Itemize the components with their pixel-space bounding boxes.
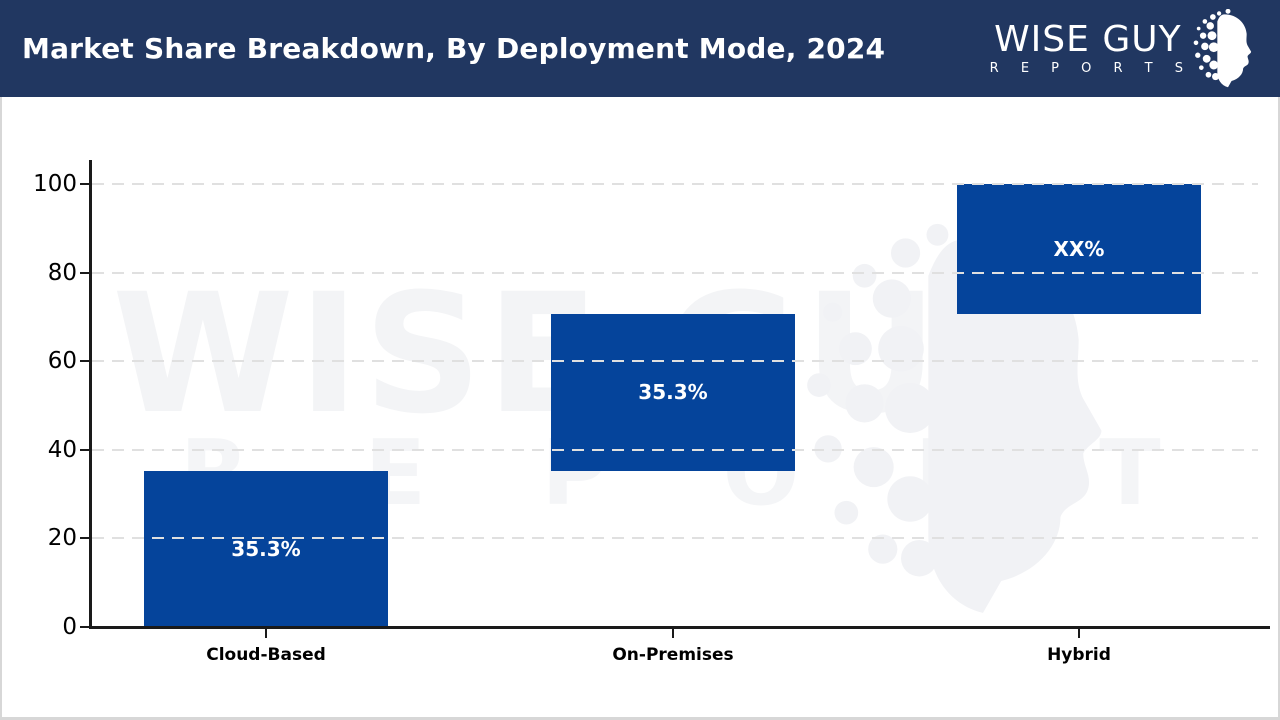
gridline-100 <box>92 183 1258 185</box>
x-tick-3 <box>1078 629 1080 638</box>
y-tick-20 <box>80 537 89 540</box>
y-axis-line <box>89 160 92 629</box>
dotted-face-icon <box>1193 8 1252 87</box>
bar-value-label: XX% <box>1053 237 1105 262</box>
y-tick-40 <box>80 448 89 451</box>
category-label-1: Cloud-Based <box>206 645 326 665</box>
bar-on-premises <box>551 314 795 471</box>
x-axis-line <box>89 626 1270 629</box>
y-tick-label: 20 <box>47 525 77 552</box>
x-tick-2 <box>672 629 674 638</box>
y-tick-label: 0 <box>62 614 77 640</box>
y-tick-100 <box>80 183 89 185</box>
category-label-2: On-Premises <box>612 645 734 665</box>
gridline-80 <box>92 271 1258 274</box>
y-tick-label: 60 <box>47 348 77 375</box>
watermark-face-icon <box>807 212 1102 613</box>
gridline-60 <box>92 360 1258 363</box>
y-tick-60 <box>80 360 89 363</box>
logo-wordmark: WISE GUY <box>994 19 1182 60</box>
bar-cloud-based <box>144 470 388 627</box>
y-tick-label: 80 <box>47 259 77 286</box>
logo-subtitle: R E P O R T S <box>989 61 1192 76</box>
plot-area: WISE GUY R E P O R T S 0 20 40 60 80 100 35.3%… <box>0 97 1280 720</box>
header-bar: Market Share Breakdown, By Deployment Mo… <box>0 0 1280 97</box>
category-label-3: Hybrid <box>1047 645 1111 665</box>
bar-value-label: 35.3% <box>638 380 708 405</box>
y-tick-0 <box>80 626 89 628</box>
bar-value-label: 35.3% <box>231 536 301 561</box>
wise-guy-reports-logo: WISE GUY R E P O R T S <box>984 8 1254 89</box>
y-tick-label: 40 <box>47 436 77 463</box>
y-tick-label: 100 <box>33 171 77 197</box>
page-title: Market Share Breakdown, By Deployment Mo… <box>22 32 886 65</box>
logo-text: WISE GUY R E P O R T S <box>984 19 1192 76</box>
gridline-20 <box>92 537 1258 540</box>
bar-hybrid <box>957 184 1201 315</box>
y-tick-80 <box>80 271 89 274</box>
gridline-40 <box>92 448 1258 451</box>
x-tick-1 <box>265 629 267 638</box>
